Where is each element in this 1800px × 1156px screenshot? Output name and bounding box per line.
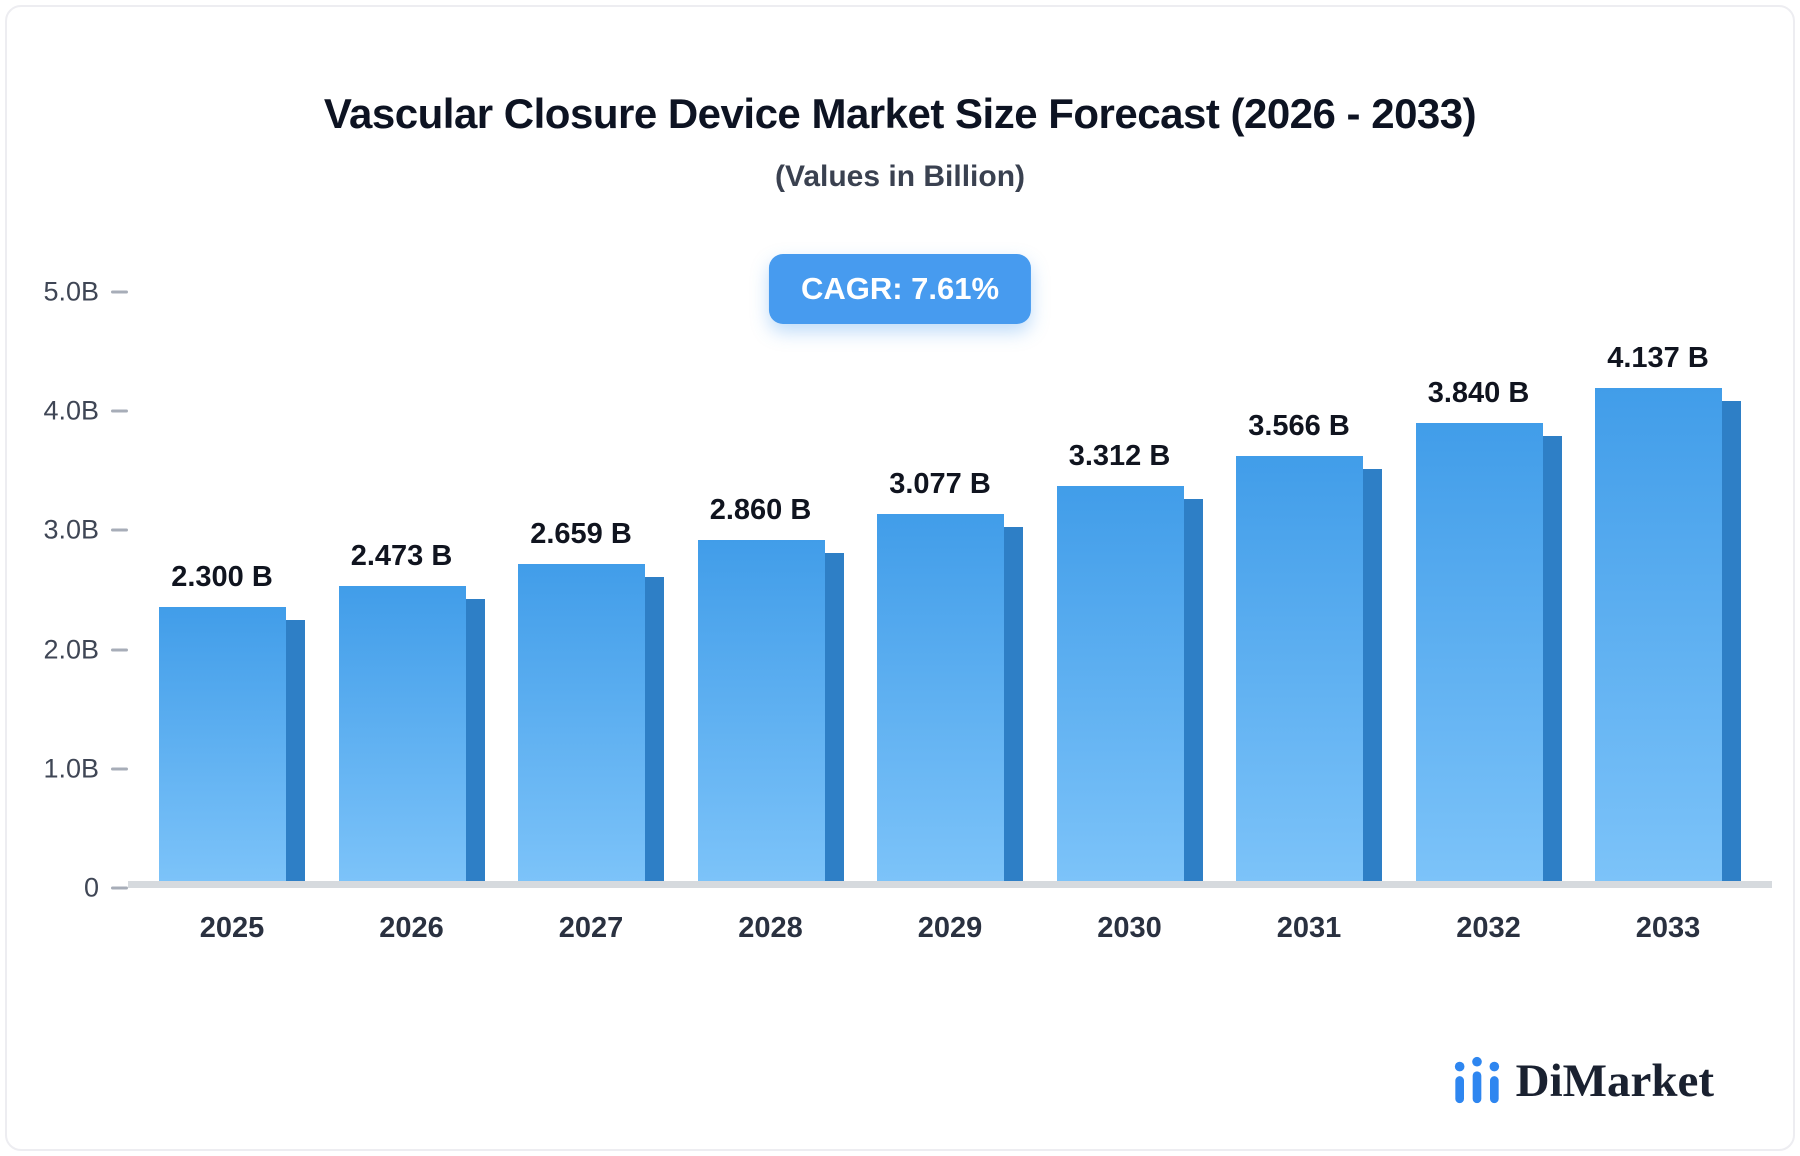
bar: 2.860 B bbox=[697, 494, 844, 881]
bar-column: 3.077 B bbox=[870, 468, 1030, 881]
bar-column: 2.300 B bbox=[152, 561, 312, 881]
y-tick-mark bbox=[111, 886, 128, 890]
bar-face bbox=[1056, 486, 1184, 881]
x-tick-label: 2029 bbox=[917, 912, 983, 944]
x-tick-label: 2026 bbox=[379, 912, 444, 944]
bar: 3.312 B bbox=[1056, 440, 1203, 881]
bar-side-3d bbox=[1542, 436, 1562, 881]
bar-face bbox=[338, 586, 466, 881]
bar: 3.566 B bbox=[1236, 410, 1382, 881]
plot-area: 2.300 B 2.473 B 2.659 B 2.860 B 3.077 B 3.312… bbox=[128, 292, 1772, 888]
y-tick-mark bbox=[111, 409, 128, 413]
bar-value-label: 3.312 B bbox=[1068, 440, 1171, 472]
bar: 2.659 B bbox=[518, 518, 664, 881]
x-tick-label: 2033 bbox=[1635, 912, 1701, 944]
y-tick-label: 1.0B bbox=[43, 753, 128, 784]
bar-side-3d bbox=[465, 599, 485, 881]
bar-face bbox=[159, 607, 286, 881]
y-tick-mark bbox=[111, 648, 128, 652]
bar-side-3d bbox=[1004, 527, 1023, 881]
bar-column: 2.860 B bbox=[691, 494, 851, 881]
bar-value-label: 3.840 B bbox=[1427, 377, 1530, 409]
y-tick-label: 0 bbox=[84, 873, 128, 904]
y-tick-mark bbox=[111, 767, 128, 771]
bar-value-label: 2.473 B bbox=[350, 540, 453, 572]
y-axis: 5.0B 4.0B 3.0B 2.0B 1.0B 0 bbox=[28, 277, 128, 903]
y-tick-mark bbox=[111, 528, 128, 532]
bar-column: 2.473 B bbox=[332, 540, 492, 881]
bar-side-3d bbox=[824, 553, 844, 881]
bar-chart-dots-icon bbox=[1451, 1055, 1503, 1107]
y-tick-mark bbox=[111, 290, 128, 294]
bar-face bbox=[1236, 456, 1363, 881]
bars-container: 2.300 B 2.473 B 2.659 B 2.860 B 3.077 B 3.312… bbox=[128, 292, 1772, 881]
bar-side-3d bbox=[286, 620, 305, 881]
x-tick-label: 2030 bbox=[1097, 912, 1162, 944]
x-tick-label: 2025 bbox=[199, 912, 265, 944]
bar-face bbox=[697, 540, 825, 881]
bar: 2.473 B bbox=[338, 540, 485, 881]
bar-value-label: 3.566 B bbox=[1248, 410, 1350, 442]
y-tick-label: 5.0B bbox=[43, 277, 128, 308]
x-tick-label: 2032 bbox=[1456, 912, 1521, 944]
bar-value-label: 2.300 B bbox=[171, 561, 273, 593]
x-tick-label: 2027 bbox=[558, 912, 624, 944]
y-tick-label: 3.0B bbox=[43, 515, 128, 546]
bar: 3.077 B bbox=[877, 468, 1023, 881]
bar-side-3d bbox=[1363, 469, 1382, 881]
x-axis-labels: 2025 2026 2027 2028 2029 2030 2031 2032 2033 bbox=[128, 912, 1772, 945]
chart-subtitle: (Values in Billion) bbox=[774, 160, 1026, 193]
bar-face bbox=[1595, 388, 1722, 881]
dimarket-logo: DiMarket bbox=[1451, 1054, 1714, 1108]
bar-side-3d bbox=[1722, 401, 1741, 881]
bar-value-label: 3.077 B bbox=[889, 468, 991, 500]
y-tick-label: 2.0B bbox=[43, 634, 128, 665]
logo-text: DiMarket bbox=[1515, 1055, 1714, 1107]
bar-column: 2.659 B bbox=[511, 518, 671, 881]
bar-column: 3.312 B bbox=[1050, 440, 1210, 881]
bar: 2.300 B bbox=[159, 561, 305, 881]
bar-value-label: 2.659 B bbox=[530, 518, 632, 550]
bar-column: 4.137 B bbox=[1588, 342, 1748, 881]
bar-value-label: 4.137 B bbox=[1607, 342, 1709, 374]
bar-side-3d bbox=[645, 577, 664, 881]
bar-column: 3.840 B bbox=[1409, 377, 1569, 881]
bar: 4.137 B bbox=[1595, 342, 1741, 881]
x-tick-label: 2028 bbox=[738, 912, 803, 944]
bar: 3.840 B bbox=[1415, 377, 1562, 881]
bar-face bbox=[1415, 423, 1543, 881]
bar-face bbox=[877, 514, 1004, 881]
cagr-badge: CAGR: 7.61% bbox=[768, 254, 1032, 324]
chart-title: Vascular Closure Device Market Size Fore… bbox=[323, 90, 1477, 137]
bar-column: 3.566 B bbox=[1229, 410, 1389, 881]
x-tick-label: 2031 bbox=[1276, 912, 1342, 944]
y-tick-label: 4.0B bbox=[43, 396, 128, 427]
bar-side-3d bbox=[1183, 499, 1203, 881]
bar-face bbox=[518, 564, 645, 881]
bar-value-label: 2.860 B bbox=[709, 494, 812, 526]
